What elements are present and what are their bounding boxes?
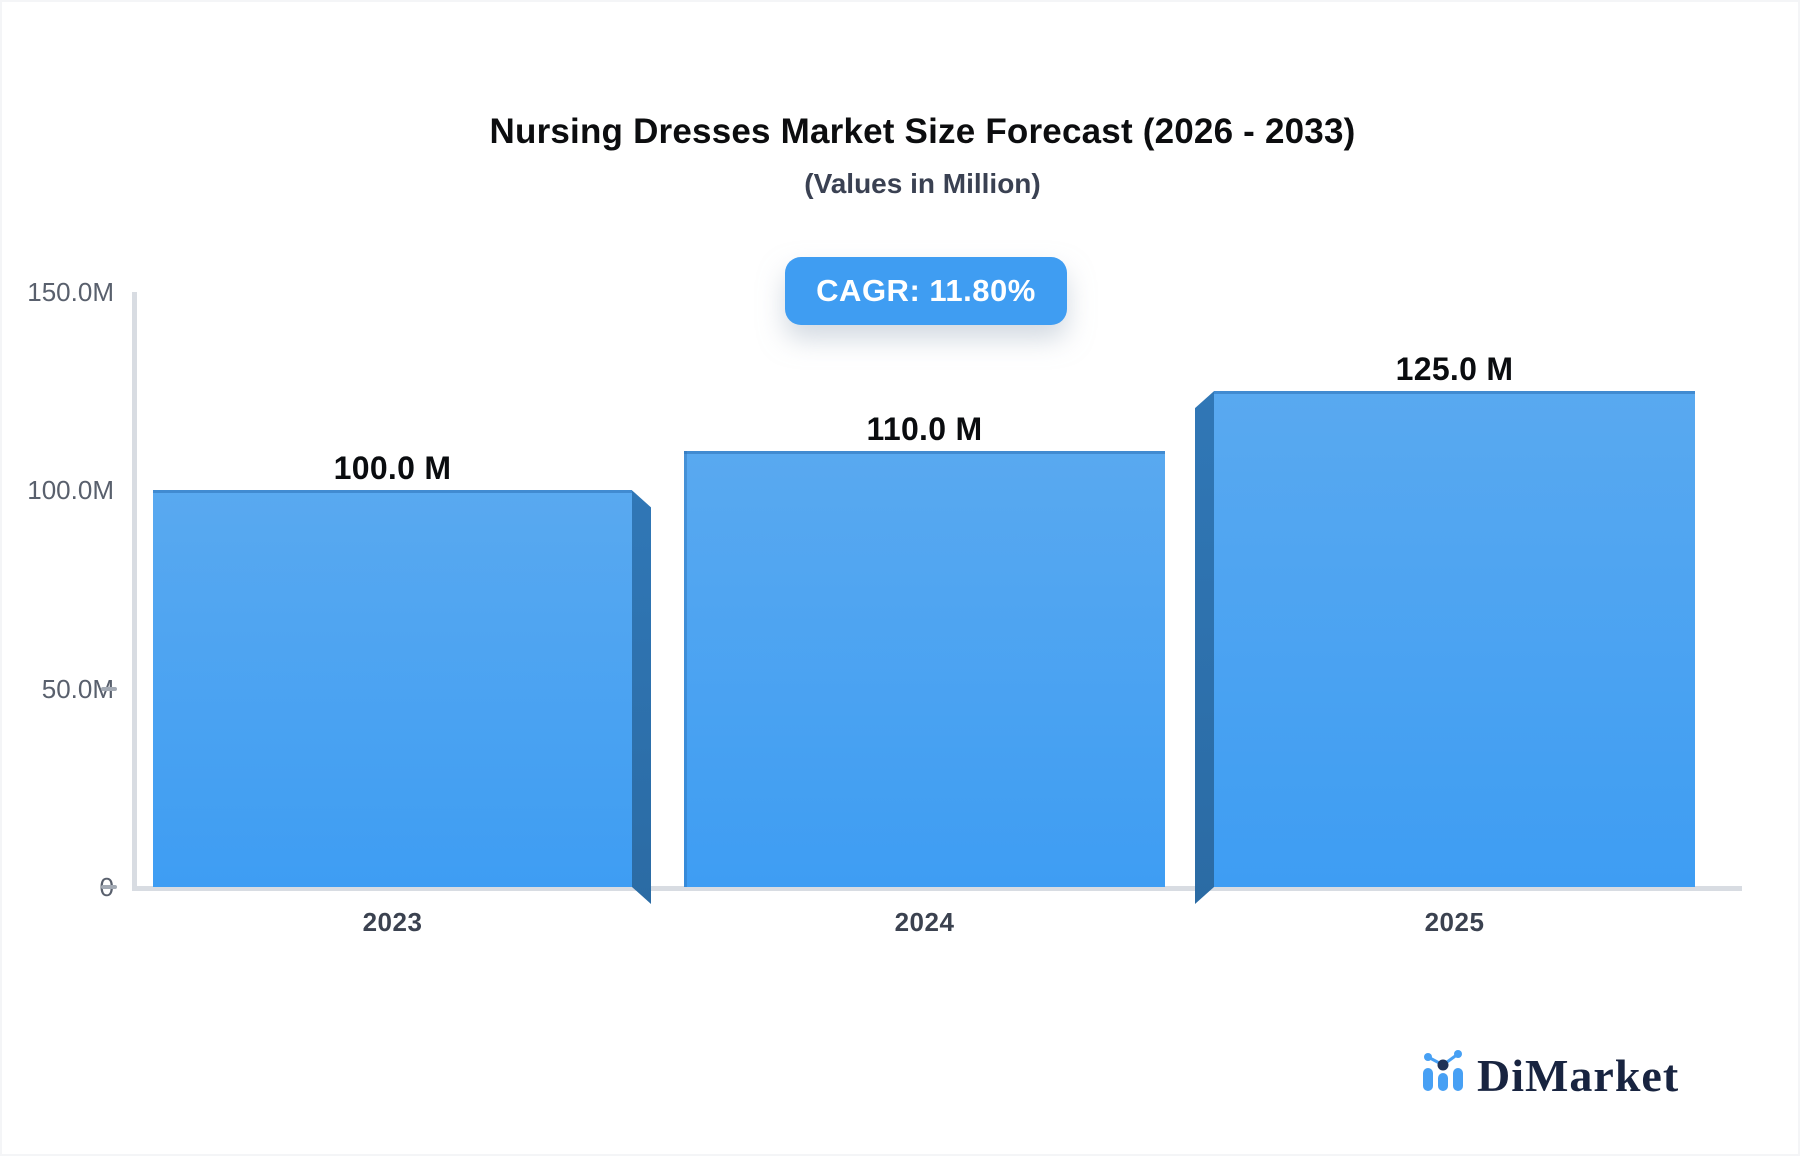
dimarket-logo-text: DiMarket xyxy=(1477,1050,1680,1101)
dimarket-logo-icon xyxy=(1423,1050,1463,1091)
bar-2024[interactable] xyxy=(684,450,1165,887)
x-axis-label-2024: 2024 xyxy=(894,907,955,937)
bar-value-label-2025: 125.0 M xyxy=(1395,351,1514,388)
bar-2025[interactable] xyxy=(1214,391,1695,887)
x-axis-line xyxy=(132,886,1742,891)
y-axis-line xyxy=(132,292,137,889)
x-axis-label-2025: 2025 xyxy=(1424,907,1485,937)
bar-3d-side-2023 xyxy=(632,490,651,904)
y-axis-label-0: 0 xyxy=(2,871,114,903)
bar-3d-side-2025 xyxy=(1195,391,1214,904)
bar-2023[interactable] xyxy=(153,490,632,887)
chart-title: Nursing Dresses Market Size Forecast (20… xyxy=(489,112,1356,151)
y-axis-label-100.0M: 100.0M xyxy=(27,475,114,506)
bar-value-label-2024: 110.0 M xyxy=(866,410,983,447)
y-axis-label-50.0M: 50.0M xyxy=(41,673,114,704)
y-axis-tick xyxy=(101,885,117,889)
y-axis-tick xyxy=(101,686,117,691)
bar-value-label-2023: 100.0 M xyxy=(333,450,452,487)
y-axis-label-150.0M: 150.0M xyxy=(27,277,114,307)
cagr-badge: CAGR: 11.80% xyxy=(785,257,1067,325)
x-axis-label-2023: 2023 xyxy=(362,907,423,937)
chart-subtitle: (Values in Million) xyxy=(804,168,1041,199)
dimarket-logo: DiMarket xyxy=(1423,1045,1679,1099)
